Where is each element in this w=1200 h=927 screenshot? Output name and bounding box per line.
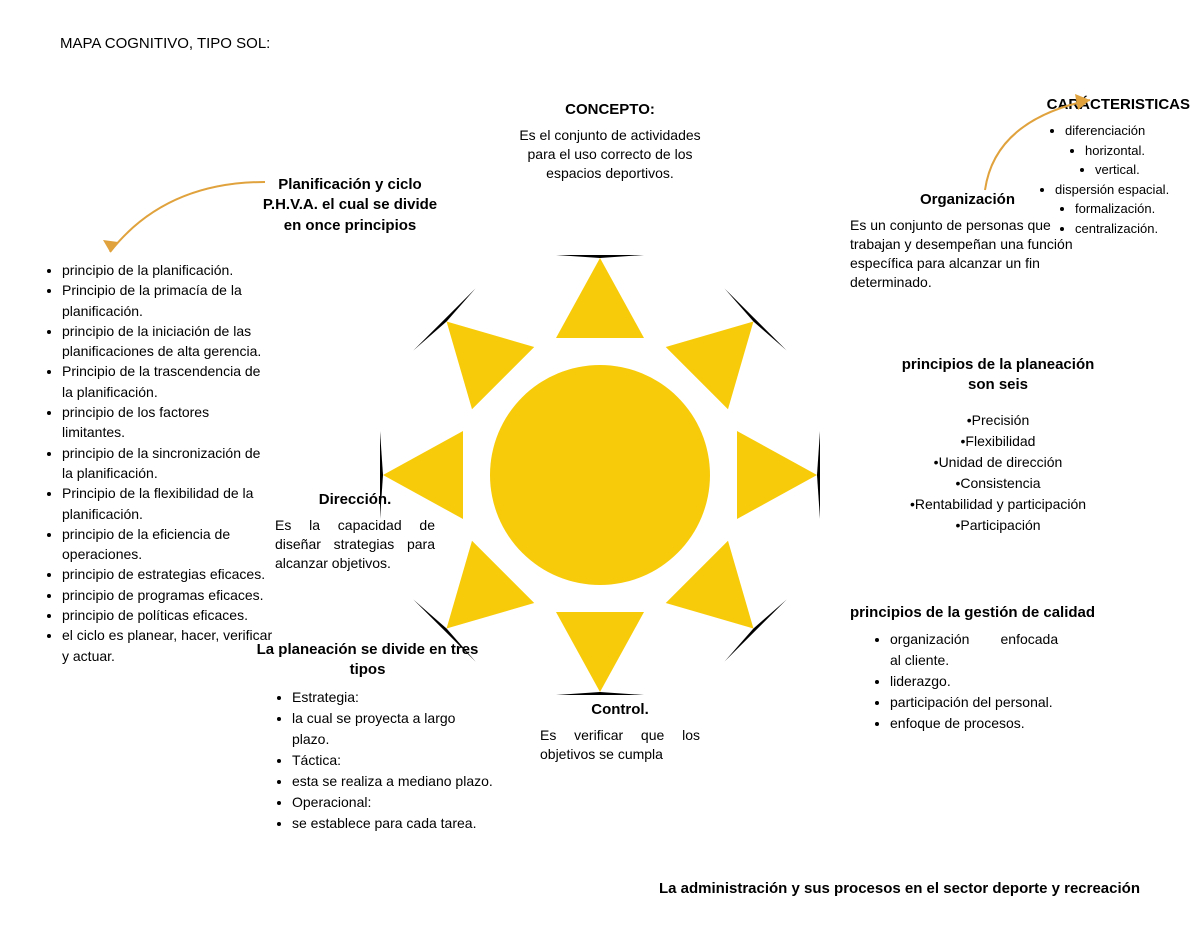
- list-item: Táctica:: [292, 750, 495, 771]
- arrow-left: [85, 172, 275, 272]
- list-item: principio de programas eficaces.: [62, 585, 275, 605]
- list-item: principio de la sincronización de la pla…: [62, 443, 275, 484]
- concepto-body: Es el conjunto de actividades para el us…: [510, 126, 710, 183]
- node-planificacion-header: Planificación y ciclo P.H.V.A. el cual s…: [255, 175, 445, 242]
- list-item: participación del personal.: [890, 692, 1160, 713]
- list-item: principio de estrategias eficaces.: [62, 564, 275, 584]
- list-item: •Consistencia: [888, 473, 1108, 494]
- pp-title: principios de la planeación son seis: [888, 355, 1108, 396]
- list-item: centralización.: [1075, 219, 1190, 239]
- pp-items: •Precisión•Flexibilidad•Unidad de direcc…: [888, 410, 1108, 536]
- list-item: esta se realiza a mediano plazo.: [292, 771, 495, 792]
- list-item: •Precisión: [888, 410, 1108, 431]
- concepto-title: CONCEPTO:: [510, 100, 710, 120]
- gc-title: principios de la gestión de calidad: [850, 603, 1160, 623]
- planificacion-items: principio de la planificación.Principio …: [40, 260, 275, 666]
- list-item: principio de políticas eficaces.: [62, 605, 275, 625]
- planificacion-title: Planificación y ciclo P.H.V.A. el cual s…: [255, 175, 445, 236]
- list-item: Operacional:: [292, 792, 495, 813]
- direccion-title: Dirección.: [275, 490, 435, 510]
- list-item: principio de la iniciación de las planif…: [62, 321, 275, 362]
- footer-text: La administración y sus procesos en el s…: [659, 880, 1140, 897]
- list-item: •Unidad de dirección: [888, 452, 1108, 473]
- list-item: principio de la eficiencia de operacione…: [62, 524, 275, 565]
- node-planificacion-list: principio de la planificación.Principio …: [40, 260, 275, 666]
- list-item: liderazgo.: [890, 671, 1160, 692]
- list-item: Estrategia:: [292, 687, 495, 708]
- node-direccion: Dirección. Es la capacidad de diseñar st…: [275, 490, 435, 573]
- gc-items: organización enfocadaal cliente.liderazg…: [850, 629, 1160, 734]
- list-item: la cual se proyecta a largo plazo.: [292, 708, 495, 750]
- list-item: se establece para cada tarea.: [292, 813, 495, 834]
- sun-diagram: [380, 255, 820, 695]
- arrow-right: [975, 90, 1115, 200]
- list-item: principio de los factores limitantes.: [62, 402, 275, 443]
- list-item: •Participación: [888, 515, 1108, 536]
- list-item: organización enfocadaal cliente.: [890, 629, 1160, 671]
- tipos-title: La planeación se divide en tres tipos: [240, 640, 495, 681]
- control-title: Control.: [540, 700, 700, 720]
- node-tipos-planeacion: La planeación se divide en tres tipos Es…: [240, 640, 495, 834]
- list-item: •Rentabilidad y participación: [888, 494, 1108, 515]
- direccion-body: Es la capacidad de diseñar strategias pa…: [275, 516, 435, 573]
- node-principios-planeacion: principios de la planeación son seis •Pr…: [888, 355, 1108, 536]
- list-item: Principio de la flexibilidad de la plani…: [62, 483, 275, 524]
- list-item: formalización.: [1075, 199, 1190, 219]
- list-item: Principio de la trascendencia de la plan…: [62, 361, 275, 402]
- list-item: Principio de la primacía de la planifica…: [62, 280, 275, 321]
- node-control: Control. Es verificar que los objetivos …: [540, 700, 700, 764]
- node-gestion-calidad: principios de la gestión de calidad orga…: [850, 603, 1160, 734]
- page-title: MAPA COGNITIVO, TIPO SOL:: [60, 35, 270, 52]
- list-item: enfoque de procesos.: [890, 713, 1160, 734]
- node-concepto: CONCEPTO: Es el conjunto de actividades …: [510, 100, 710, 183]
- list-item: •Flexibilidad: [888, 431, 1108, 452]
- tipos-items: Estrategia:la cual se proyecta a largo p…: [240, 687, 495, 834]
- control-body: Es verificar que los objetivos se cumpla: [540, 726, 700, 764]
- sun-core: [490, 365, 710, 585]
